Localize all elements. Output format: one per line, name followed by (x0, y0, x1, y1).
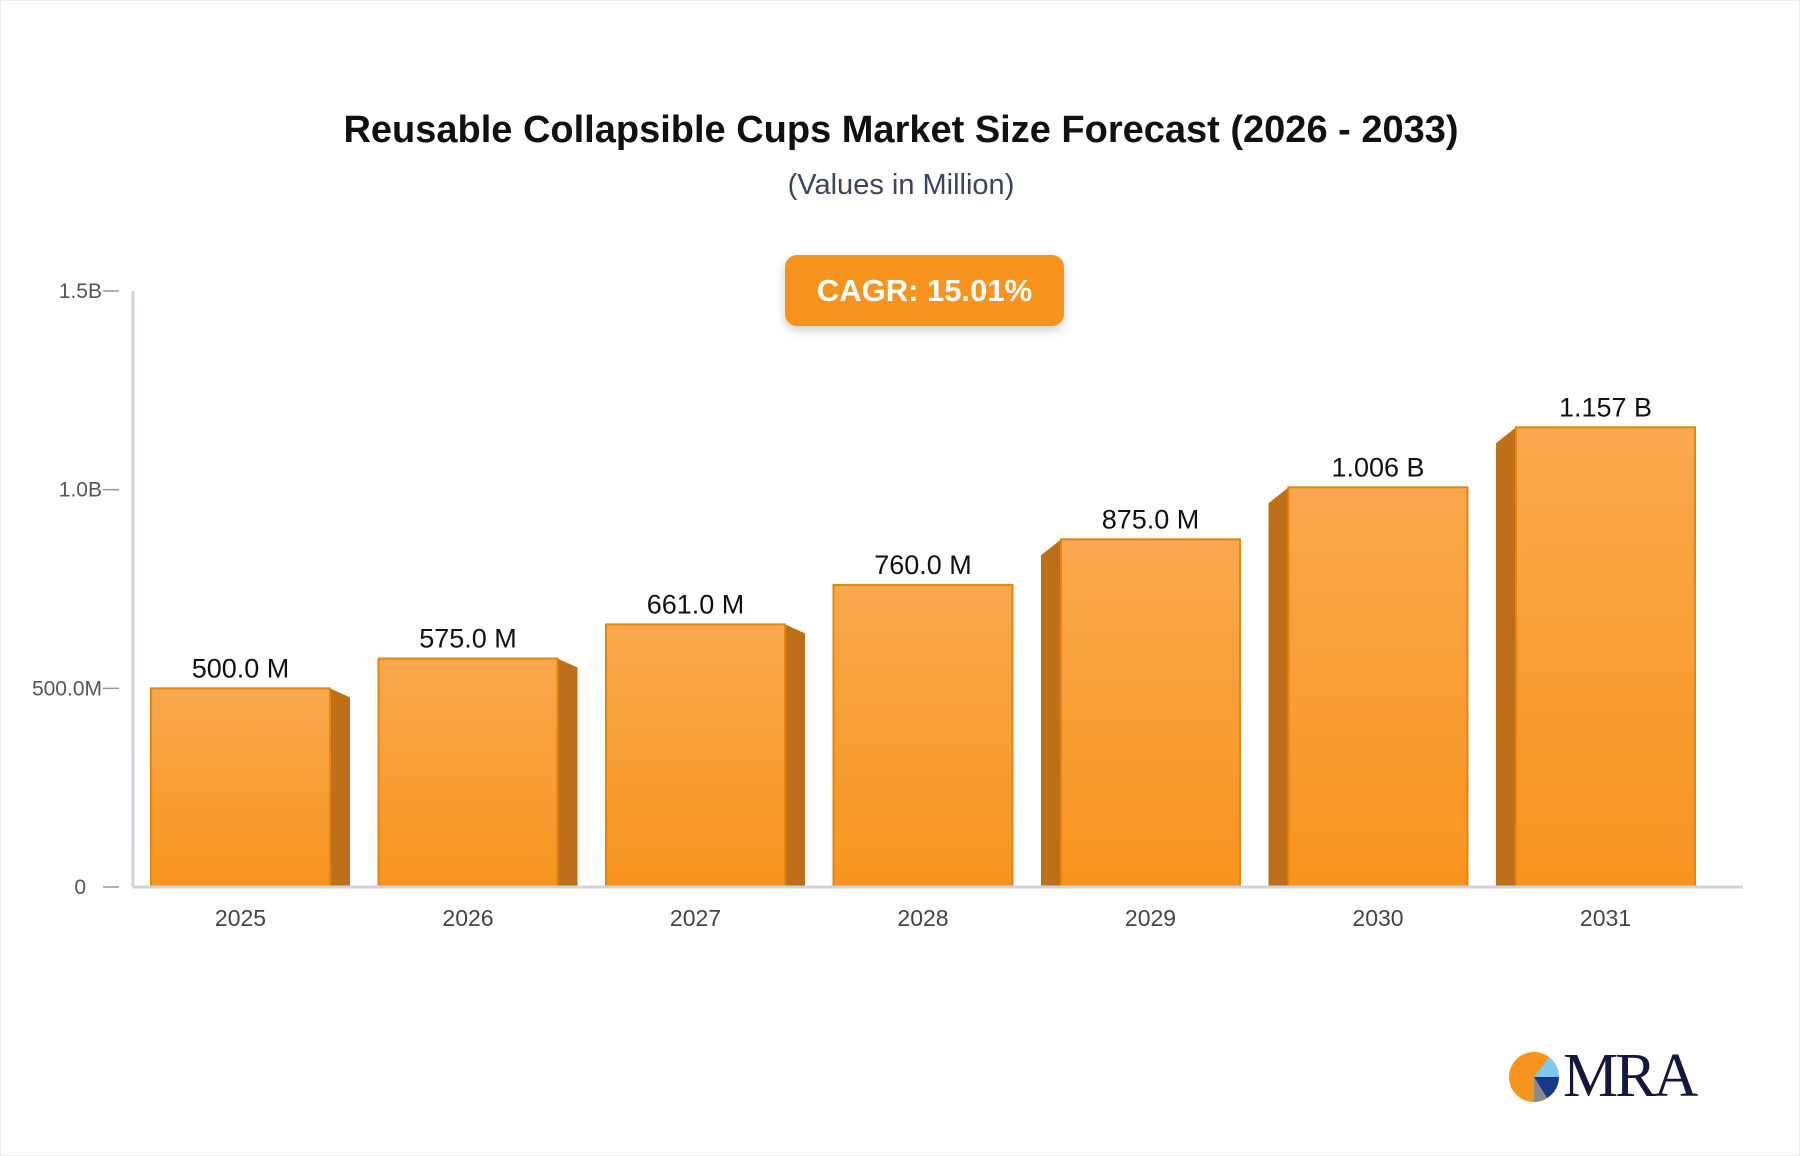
data-label: 760.0 M (874, 550, 972, 580)
bar-side (1041, 539, 1061, 887)
chart-subtitle: (Values in Million) (787, 169, 1015, 201)
y-tick-label: 1.5B (59, 280, 102, 303)
mra-logo: MRA (1507, 1041, 1698, 1112)
x-tick-label: 2029 (1125, 905, 1176, 931)
y-tick-label: 1.0B (59, 479, 102, 502)
bar (832, 584, 1014, 888)
bar-side (557, 658, 578, 887)
bar-side (1496, 427, 1516, 887)
bar (377, 657, 559, 888)
pie-logo-icon (1509, 1051, 1559, 1102)
bar (1287, 486, 1469, 888)
bar (1060, 538, 1241, 888)
data-label: 500.0 M (192, 653, 290, 683)
bar-side (330, 688, 350, 887)
chart-title: Reusable Collapsible Cups Market Size Fo… (343, 109, 1459, 151)
data-label: 575.0 M (419, 624, 517, 654)
bar-side (1268, 487, 1289, 887)
x-tick-label: 2026 (442, 905, 493, 931)
data-label: 661.0 M (647, 589, 745, 619)
bar (605, 623, 786, 888)
x-tick-label: 2025 (215, 905, 266, 931)
x-tick-label: 2031 (1580, 905, 1631, 931)
x-tick-label: 2027 (670, 905, 721, 931)
logo-text: MRA (1563, 1042, 1698, 1110)
data-label: 875.0 M (1102, 504, 1200, 534)
data-label: 1.006 B (1331, 452, 1424, 482)
cagr-badge: CAGR: 15.01% (785, 255, 1064, 326)
bar (1515, 426, 1696, 888)
bar-side (785, 624, 805, 887)
bar (150, 687, 331, 888)
y-tick-label: 500.0M (32, 677, 102, 700)
x-tick-label: 2030 (1352, 905, 1403, 931)
data-label: 1.157 B (1559, 392, 1652, 422)
x-tick-label: 2028 (897, 905, 948, 931)
y-tick-label: 0 (74, 876, 86, 899)
